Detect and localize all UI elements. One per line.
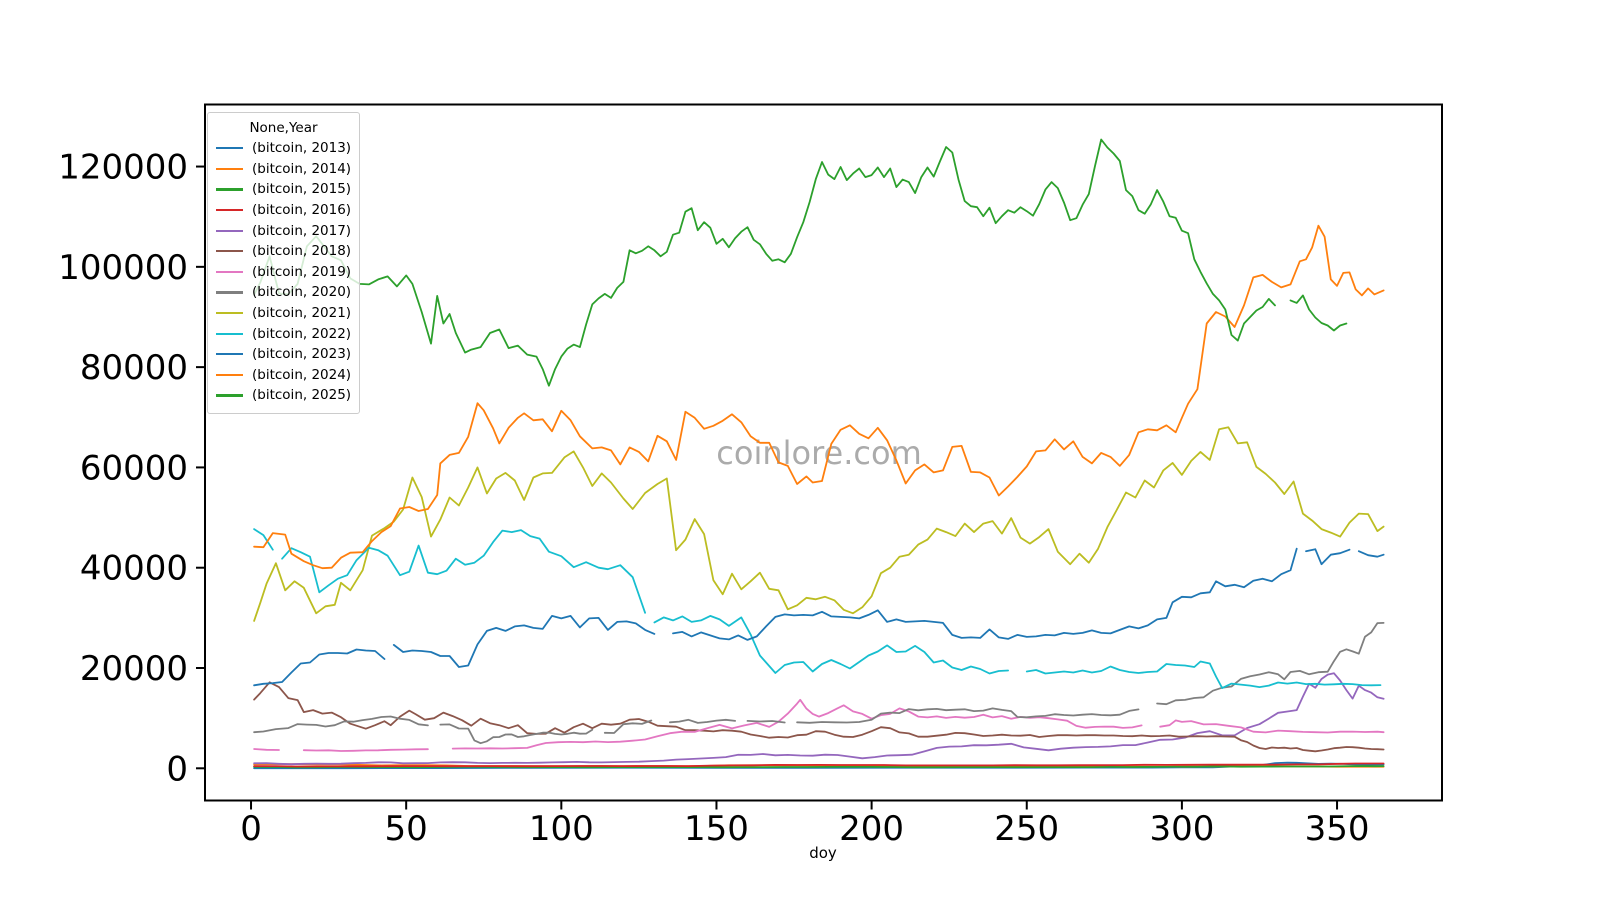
legend-label-2025: (bitcoin, 2025)	[252, 387, 352, 404]
series-line-2018	[253, 681, 1385, 753]
legend-item-2025: (bitcoin, 2025)	[216, 385, 351, 406]
plot-border	[204, 103, 1443, 802]
legend-item-2018: (bitcoin, 2018)	[216, 241, 351, 262]
legend-line-sample-2017	[216, 229, 243, 232]
legend-line-sample-2018	[216, 250, 243, 253]
legend-line-sample-2019	[216, 270, 243, 273]
y-tick-label: 120000	[58, 148, 188, 188]
x-tick-label: 150	[684, 809, 749, 849]
series-line-2015	[253, 765, 1385, 769]
legend-line-sample-2016	[216, 208, 243, 212]
legend-item-2019: (bitcoin, 2019)	[216, 262, 351, 283]
series-line-2016	[253, 762, 1385, 768]
legend-label-2017: (bitcoin, 2017)	[252, 222, 352, 239]
x-tick-label: 200	[839, 809, 904, 849]
legend-item-2016: (bitcoin, 2016)	[216, 200, 351, 221]
series-line-2022	[253, 528, 1382, 689]
legend-label-2023: (bitcoin, 2023)	[252, 346, 352, 363]
legend-line-sample-2021	[216, 311, 243, 315]
legend-label-2015: (bitcoin, 2015)	[252, 181, 352, 198]
legend-line-sample-2022	[216, 332, 243, 335]
legend-item-2024: (bitcoin, 2024)	[216, 365, 351, 386]
legend-item-2013: (bitcoin, 2013)	[216, 138, 351, 159]
legend-item-2020: (bitcoin, 2020)	[216, 282, 351, 303]
legend-item-2022: (bitcoin, 2022)	[216, 323, 351, 344]
legend-item-2021: (bitcoin, 2021)	[216, 303, 351, 324]
x-tick-label: 50	[385, 809, 428, 849]
legend-line-sample-2013	[216, 147, 243, 150]
y-tick-label: 0	[166, 749, 188, 789]
y-tick-label: 60000	[80, 448, 188, 488]
legend-line-sample-2015	[216, 188, 243, 191]
watermark-text: coinlore.com	[716, 434, 921, 472]
y-tick-label: 20000	[80, 649, 188, 689]
x-tick-label: 350	[1305, 809, 1370, 849]
series-line-2021	[253, 426, 1385, 622]
legend-line-sample-2024	[216, 373, 243, 376]
legend-label-2021: (bitcoin, 2021)	[252, 305, 352, 322]
legend-label-2018: (bitcoin, 2018)	[252, 243, 352, 260]
series-line-2024	[253, 224, 1385, 570]
series-group	[253, 138, 1385, 770]
x-tick-label: 0	[240, 809, 262, 849]
legend-item-2014: (bitcoin, 2014)	[216, 159, 351, 180]
legend-line-sample-2014	[216, 167, 243, 170]
legend-label-2024: (bitcoin, 2024)	[252, 366, 352, 383]
x-tick-label: 300	[1149, 809, 1214, 849]
series-line-2023	[253, 547, 1385, 687]
legend-label-2013: (bitcoin, 2013)	[252, 140, 352, 157]
legend-line-sample-2023	[216, 353, 243, 356]
legend: None,Year (bitcoin, 2013) (bitcoin, 2014)…	[207, 112, 360, 414]
legend-item-2017: (bitcoin, 2017)	[216, 220, 351, 241]
series-line-2017	[253, 672, 1385, 766]
legend-item-2023: (bitcoin, 2023)	[216, 344, 351, 365]
legend-label-2014: (bitcoin, 2014)	[252, 160, 352, 177]
y-tick-label: 100000	[58, 248, 188, 288]
y-tick-label: 40000	[80, 549, 188, 589]
legend-item-2015: (bitcoin, 2015)	[216, 179, 351, 200]
legend-rows: (bitcoin, 2013) (bitcoin, 2014) (bitcoin, …	[216, 138, 351, 406]
series-line-2019	[253, 698, 1385, 752]
legend-line-sample-2020	[216, 291, 243, 294]
legend-label-2016: (bitcoin, 2016)	[252, 202, 352, 219]
y-tick-label: 80000	[80, 348, 188, 388]
legend-label-2022: (bitcoin, 2022)	[252, 325, 352, 342]
legend-title: None,Year	[249, 120, 318, 136]
series-line-2020	[253, 622, 1385, 745]
x-axis-title: doy	[809, 844, 837, 862]
legend-label-2020: (bitcoin, 2020)	[252, 284, 352, 301]
x-tick-label: 250	[994, 809, 1059, 849]
legend-line-sample-2025	[216, 394, 243, 397]
legend-label-2019: (bitcoin, 2019)	[252, 263, 352, 280]
series-line-2025	[253, 138, 1348, 387]
x-tick-label: 100	[529, 809, 594, 849]
axes-group: 0 50 100 150 200 250 300 350 0 20000 40000 60000 800…	[58, 103, 1443, 849]
